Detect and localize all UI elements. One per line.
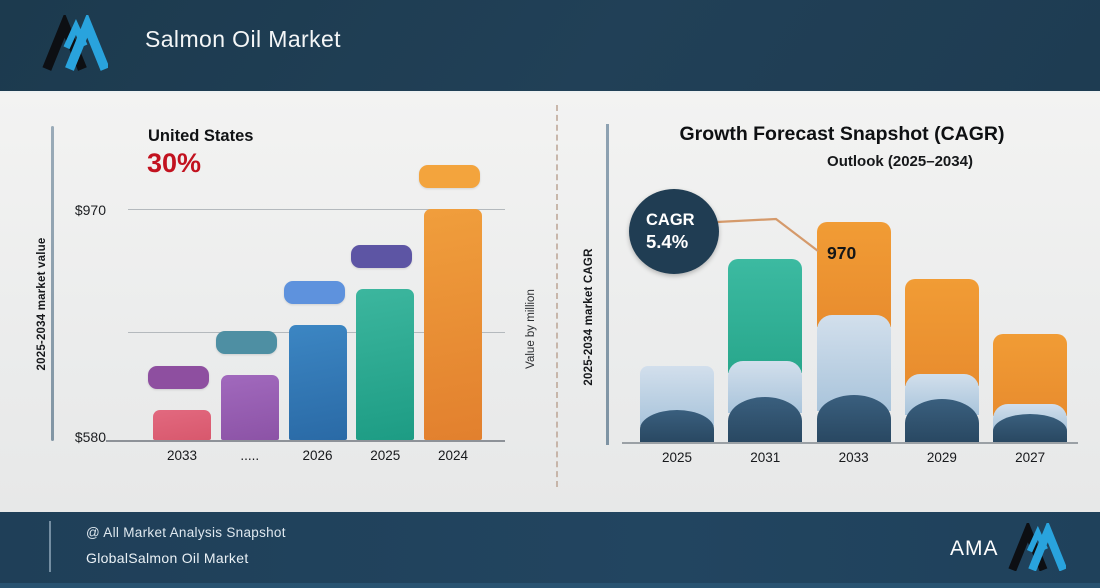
right-y-axis-line [606,124,609,445]
left-bar-cap-2026 [283,280,345,304]
segment-orange [904,279,979,386]
left-x-tick-2033: 2033 [166,448,198,463]
right-x-tick-2033: 2033 [838,450,869,465]
right-bar-2031 [728,259,803,442]
right-x-tick-2029: 2029 [926,450,957,465]
left-x-tick-2025: 2025 [370,448,401,463]
segment-navy [728,397,803,442]
right-bar-2029 [904,279,979,442]
footer-ama-logo-icon [1008,523,1066,571]
cagr-badge-value: 5.4% [646,230,689,252]
left-x-tick-2026: 2026 [302,448,333,463]
right-bar-2027 [993,334,1068,442]
left-bar-2026 [288,324,347,440]
left-bar-2025 [356,288,415,440]
cagr-badge: CAGR 5.4% [629,189,719,274]
right-x-tick-2031: 2031 [750,450,781,465]
footer-brand-text: AMA [950,537,999,560]
left-y-axis-label: 2025-2034 market value [36,237,48,371]
panel-divider [556,105,558,487]
left-x-axis-line [106,440,505,442]
right-x-axis-line [622,442,1078,444]
left-bar-2024 [424,209,482,440]
left-bar-cap-2025 [351,244,413,268]
footer-divider-line [49,521,51,572]
segment-navy [993,414,1068,442]
left-y-axis-line [51,126,54,441]
left-bar-cap-..... [215,330,277,354]
right-chart-subtitle: Outlook (2025–2034) [827,153,973,170]
footer-report-name: GlobalSalmon Oil Market [86,550,249,566]
right-bar-2025 [640,366,714,442]
region-label: United States [148,127,254,145]
value-annotation-970: 970 [827,243,857,263]
left-bar-cap-2033 [148,366,209,390]
ama-logo-icon [42,15,108,71]
right-x-tick-2027: 2027 [1015,450,1046,465]
right-x-tick-2025: 2025 [661,450,693,465]
left-x-tick-.....: ..... [240,448,260,463]
segment-orange [816,222,891,327]
value-by-million-label: Value by million [525,289,537,369]
right-y-axis-label: 2025-2034 market CAGR [583,248,595,386]
left-x-tick-2024: 2024 [437,448,469,463]
right-chart-title: Growth Forecast Snapshot (CAGR) [679,123,1005,145]
gridline-970 [128,209,505,210]
badge-connector-line [716,217,819,252]
segment-teal [728,259,803,373]
footer-tagline: @ All Market Analysis Snapshot [86,525,286,540]
segment-navy [816,395,891,442]
segment-orange [993,334,1068,416]
page-title: Salmon Oil Market [145,26,341,52]
left-bar-..... [220,374,279,440]
content-area: 2025-2034 market value $970 $580 United … [0,91,1100,512]
highlight-percentage: 30% [147,148,202,178]
segment-navy [640,410,714,442]
tick-label-580: $580 [74,429,106,445]
cagr-badge-label: CAGR [646,211,695,230]
tick-label-970: $970 [74,202,106,218]
header-bar: Salmon Oil Market [0,0,1100,91]
left-bar-2033 [153,410,211,440]
right-bar-2033 [816,222,891,442]
footer-bar: @ All Market Analysis Snapshot GlobalSal… [0,512,1100,588]
segment-navy [904,399,979,442]
left-bar-cap-2024 [419,165,480,188]
